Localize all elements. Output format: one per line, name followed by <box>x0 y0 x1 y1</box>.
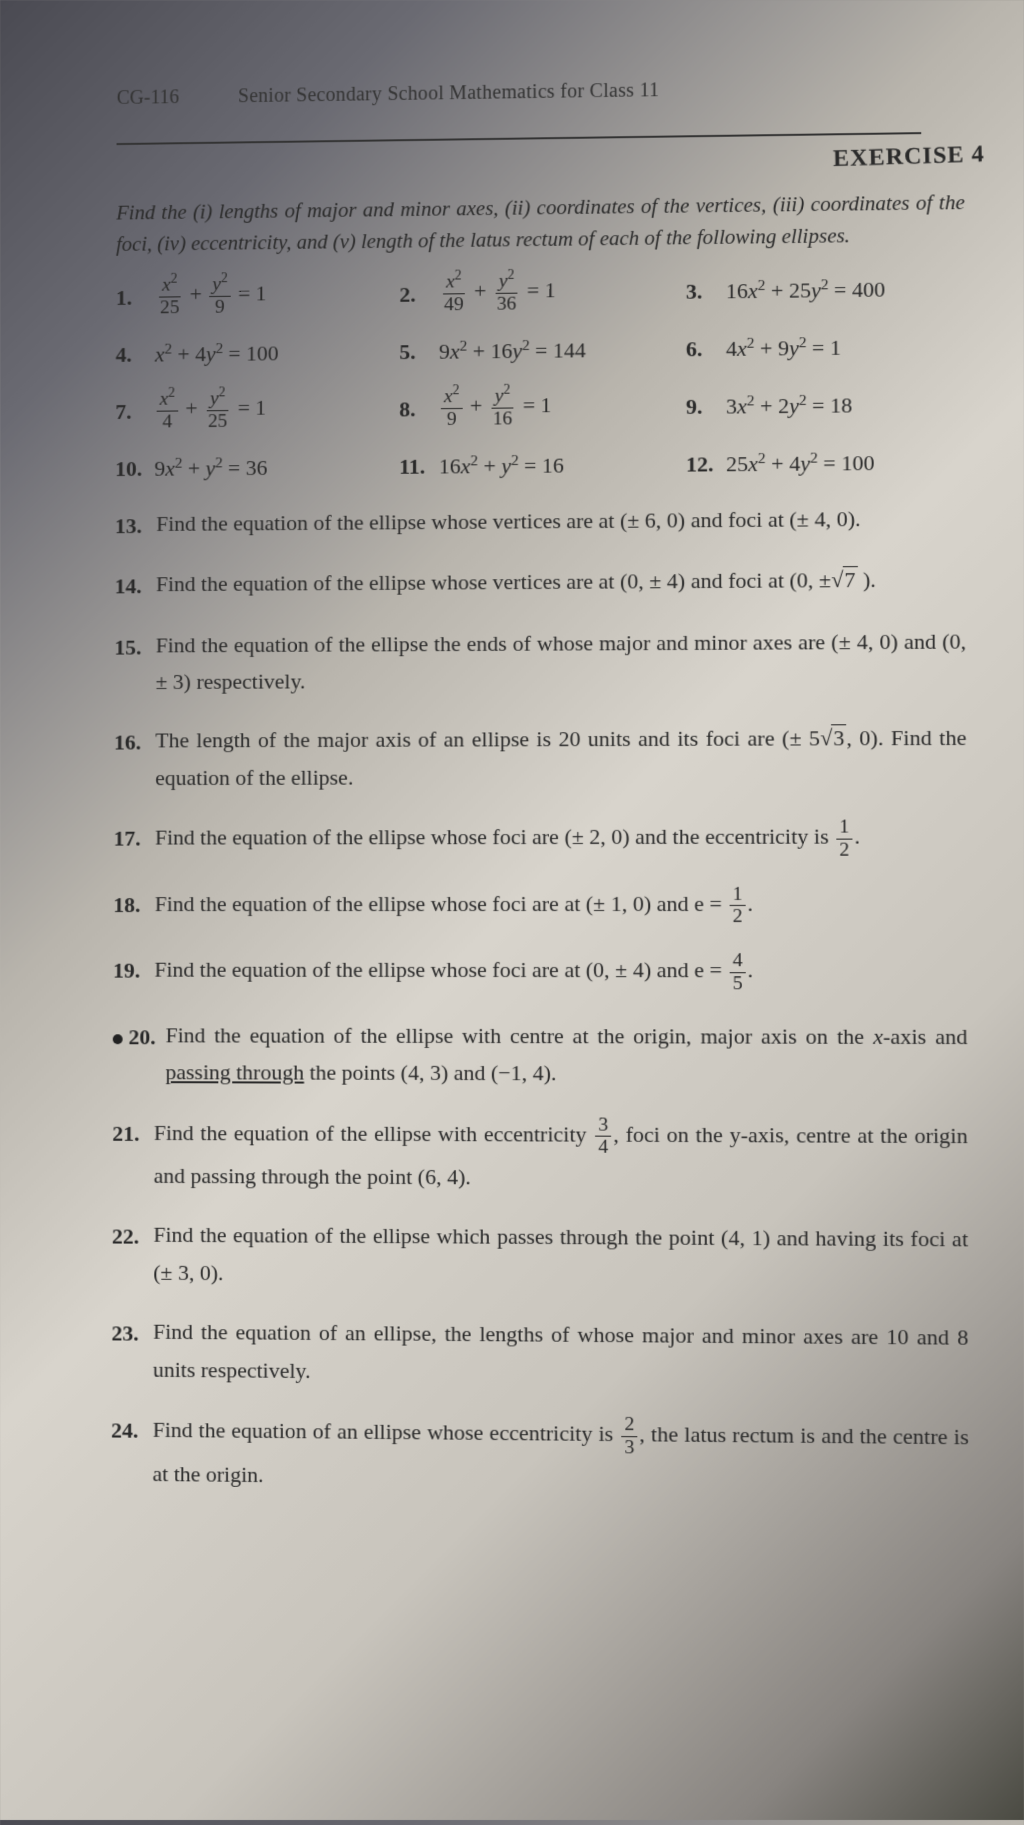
eq-10: 10. 9x2 + y2 = 36 <box>115 449 389 486</box>
q22: 22. Find the equation of the ellipse whi… <box>112 1216 969 1296</box>
qnum: 14. <box>115 566 147 605</box>
q15: 15. Find the equation of the ellipse the… <box>114 622 966 700</box>
q20: 20. Find the equation of the ellipse wit… <box>113 1016 968 1093</box>
qtext: Find the equation of the ellipse with ce… <box>165 1016 967 1093</box>
qnum: 7. <box>115 394 147 429</box>
qnum: 1. <box>116 280 148 315</box>
eq-2: 2. x249 + y236 = 1 <box>399 270 675 317</box>
eq-body: x24 + y225 = 1 <box>155 388 267 433</box>
qnum: 22. <box>112 1216 144 1291</box>
eq-body: x29 + y216 = 1 <box>439 385 552 430</box>
bullet-icon <box>113 1034 123 1044</box>
eq-body: 3x2 + 2y2 = 18 <box>726 387 852 423</box>
qnum: 15. <box>114 626 146 700</box>
q23: 23. Find the equation of an ellipse, the… <box>111 1313 968 1395</box>
q24: 24. Find the equation of an ellipse whos… <box>111 1409 969 1500</box>
qtext-a: Find the equation of the ellipse whose f… <box>154 957 727 982</box>
qnum: 2. <box>399 277 431 312</box>
eq-body: x249 + y236 = 1 <box>439 271 556 316</box>
eq-body: 25x2 + 4y2 = 100 <box>726 445 875 481</box>
q18: 18. Find the equation of the ellipse who… <box>113 883 967 928</box>
qnum: 9. <box>686 389 718 424</box>
eq-7: 7. x24 + y225 = 1 <box>115 387 389 433</box>
qtext: Find the equation of the ellipse the end… <box>156 622 967 700</box>
qnum: 24. <box>111 1409 143 1491</box>
eq-body: 16x2 + 25y2 = 400 <box>726 272 885 309</box>
qtext: Find the equation of the ellipse which p… <box>153 1216 968 1296</box>
eq-3: 3. 16x2 + 25y2 = 400 <box>686 266 965 313</box>
eq-body: x225 + y29 = 1 <box>155 274 267 319</box>
exercise-intro: Find the (i) lengths of major and minor … <box>116 188 965 261</box>
q13: 13. Find the equation of the ellipse who… <box>115 499 966 544</box>
eq-body: x2 + 4y2 = 100 <box>155 336 279 372</box>
eq-8: 8. x29 + y216 = 1 <box>399 384 676 431</box>
page-code: CG-116 <box>117 82 179 114</box>
qtext: Find the equation of the ellipse with ec… <box>154 1113 968 1199</box>
qtext: Find the equation of the ellipse whose f… <box>155 883 967 928</box>
eq-11: 11. 16x2 + y2 = 16 <box>399 446 676 483</box>
qnum: 20. <box>113 1016 156 1091</box>
qnum: 12. <box>686 446 718 481</box>
eq-4: 4. x2 + 4y2 = 100 <box>116 334 390 371</box>
qtext-a: Find the equation of an ellipse whose ec… <box>153 1417 620 1446</box>
eq-body: 16x2 + y2 = 16 <box>439 447 564 483</box>
textbook-page: CG-116 Senior Secondary School Mathemati… <box>40 29 1021 1824</box>
eq-12: 12. 25x2 + 4y2 = 100 <box>686 444 966 481</box>
book-title: Senior Secondary School Mathematics for … <box>238 74 659 112</box>
qnum: 6. <box>686 331 718 366</box>
qnum: 18. <box>113 884 145 928</box>
q17: 17. Find the equation of the ellipse who… <box>114 816 967 862</box>
qnum: 16. <box>114 722 146 796</box>
eq-5: 5. 9x2 + 16y2 = 144 <box>399 332 676 370</box>
qnum: 5. <box>399 334 431 369</box>
q19: 19. Find the equation of the ellipse who… <box>113 950 967 995</box>
qnum: 23. <box>111 1313 143 1388</box>
eq-body: 9x2 + 16y2 = 144 <box>439 332 586 368</box>
qtext-a: Find the equation of the ellipse whose f… <box>155 891 728 916</box>
eq-9: 9. 3x2 + 2y2 = 18 <box>686 382 966 429</box>
qnum: 21. <box>112 1112 144 1194</box>
eq-6: 6. 4x2 + 9y2 = 1 <box>686 329 965 367</box>
qnum: 10. <box>115 451 147 486</box>
qtext-a: Find the equation of the ellipse with ec… <box>154 1120 593 1147</box>
page-header: CG-116 Senior Secondary School Mathemati… <box>117 70 965 114</box>
qnum: 17. <box>114 818 146 862</box>
qtext: The length of the major axis of an ellip… <box>155 719 967 796</box>
eq-body: 4x2 + 9y2 = 1 <box>726 330 841 366</box>
qnum: 4. <box>116 337 148 372</box>
q14: 14. Find the equation of the ellipse who… <box>115 561 966 605</box>
qtext: Find the equation of an ellipse whose ec… <box>152 1410 969 1500</box>
qnum: 13. <box>115 505 147 544</box>
equation-grid: 1. x225 + y29 = 1 2. x249 + y236 = 1 3. … <box>115 266 966 485</box>
qtext: Find the equation of the ellipse whose f… <box>154 950 967 995</box>
qnum: 19. <box>113 950 145 994</box>
q16: 16. The length of the major axis of an e… <box>114 719 967 796</box>
q21: 21. Find the equation of the ellipse wit… <box>112 1112 968 1198</box>
qtext-a: Find the equation of the ellipse whose f… <box>155 824 829 850</box>
qnum: 8. <box>399 391 431 426</box>
eq-1: 1. x225 + y29 = 1 <box>116 273 390 320</box>
qtext: Find the equation of the ellipse whose f… <box>155 816 967 862</box>
qnum: 3. <box>686 274 718 309</box>
qnum: 11. <box>399 448 431 483</box>
qtext: Find the equation of the ellipse whose v… <box>156 561 966 605</box>
eq-body: 9x2 + y2 = 36 <box>154 450 267 486</box>
qtext: Find the equation of an ellipse, the len… <box>153 1313 969 1395</box>
qtext: Find the equation of the ellipse whose v… <box>156 499 966 544</box>
